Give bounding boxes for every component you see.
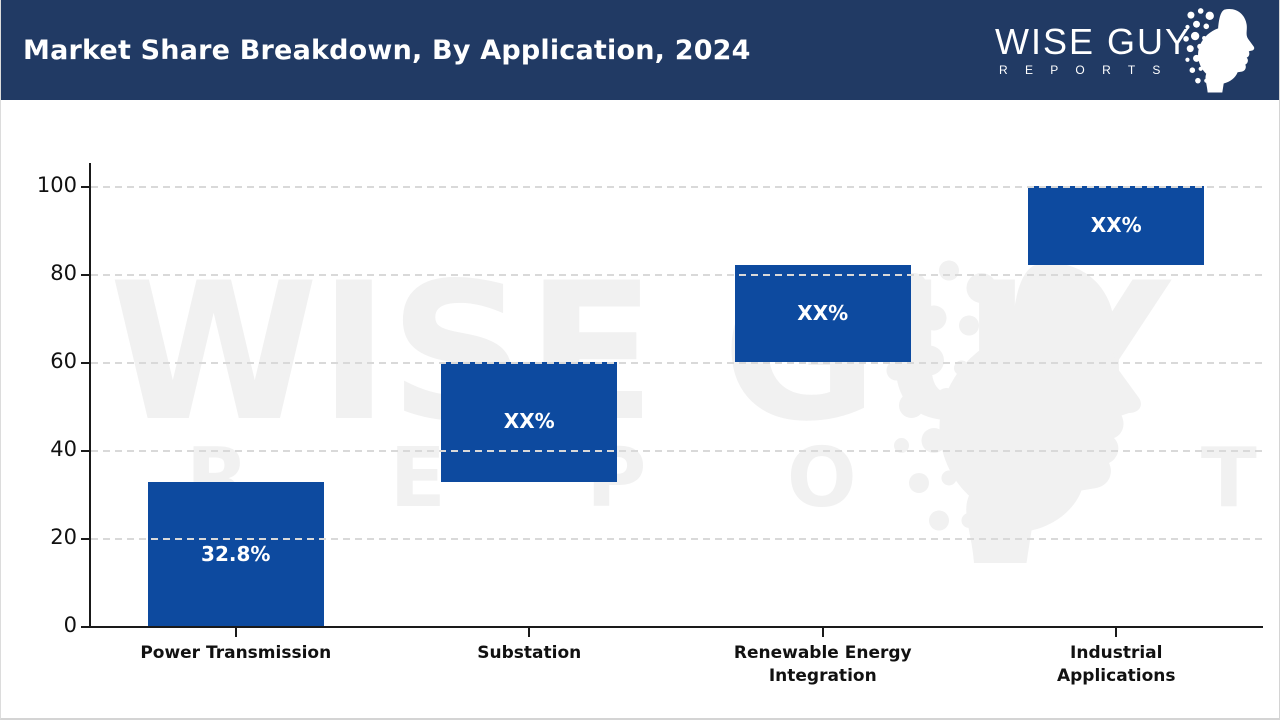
y-tick-label-0: 0 xyxy=(63,613,77,637)
x-tick-mark-3 xyxy=(821,628,824,637)
waterfall-chart: WISE GUY R E P O R T S 02040608010032.8%… xyxy=(1,100,1279,718)
brand-subname: R E P O R T S xyxy=(998,62,1168,77)
y-tick-label-40: 40 xyxy=(50,437,77,461)
y-tick-mark-60 xyxy=(81,362,89,364)
bar-4 xyxy=(1028,186,1205,266)
y-tick-mark-80 xyxy=(81,274,89,276)
y-tick-mark-20 xyxy=(81,538,89,540)
x-axis-line xyxy=(89,626,1263,628)
x-tick-mark-4 xyxy=(1115,628,1118,637)
gridline-80 xyxy=(91,274,1263,276)
gridline-100 xyxy=(91,186,1263,188)
page-title: Market Share Breakdown, By Application, … xyxy=(23,34,751,66)
labels-layer: 0 20 40 60 80 100 32.8% Power Transmission XX% Su… xyxy=(1,100,1279,718)
x-tick-label-1: Power Transmission xyxy=(140,643,332,663)
bars-layer xyxy=(1,100,1279,718)
brand-name: WISE GUY xyxy=(994,20,1191,62)
x-tick-mark-1 xyxy=(234,628,237,637)
bar-value-label-4: XX% xyxy=(1090,213,1142,237)
bar-value-label-1: 32.8% xyxy=(201,541,271,566)
bar-value-label-2: XX% xyxy=(503,409,555,433)
gridline-40 xyxy=(91,450,1263,452)
bar-1 xyxy=(147,481,324,626)
y-axis-line xyxy=(89,163,91,628)
x-tick-label-2: Substation xyxy=(477,643,582,663)
axes-layer xyxy=(1,100,1279,718)
x-tick-mark-2 xyxy=(528,628,531,637)
gridline-20 xyxy=(91,538,1263,540)
wiseguy-head-icon xyxy=(1183,8,1255,93)
y-tick-label-80: 80 xyxy=(50,261,77,285)
gridline-60 xyxy=(91,362,1263,364)
brand-wordmark: WISE GUY R E P O R T S xyxy=(994,20,1191,77)
header-bar: Market Share Breakdown, By Application, … xyxy=(1,0,1279,100)
y-tick-mark-100 xyxy=(81,186,89,188)
y-tick-label-20: 20 xyxy=(50,525,77,549)
y-tick-mark-40 xyxy=(81,450,89,452)
y-tick-mark-0 xyxy=(81,626,89,628)
x-tick-label-3: Renewable Energy Integration xyxy=(733,643,912,686)
bar-3 xyxy=(734,265,911,362)
x-tick-label-4: Industrial Applications xyxy=(1056,643,1176,686)
bar-value-label-3: XX% xyxy=(797,301,849,326)
bar-2 xyxy=(441,362,618,482)
y-tick-label-60: 60 xyxy=(50,349,77,373)
y-tick-label-100: 100 xyxy=(36,173,77,197)
brand-logo: WISE GUY R E P O R T S xyxy=(995,4,1269,96)
